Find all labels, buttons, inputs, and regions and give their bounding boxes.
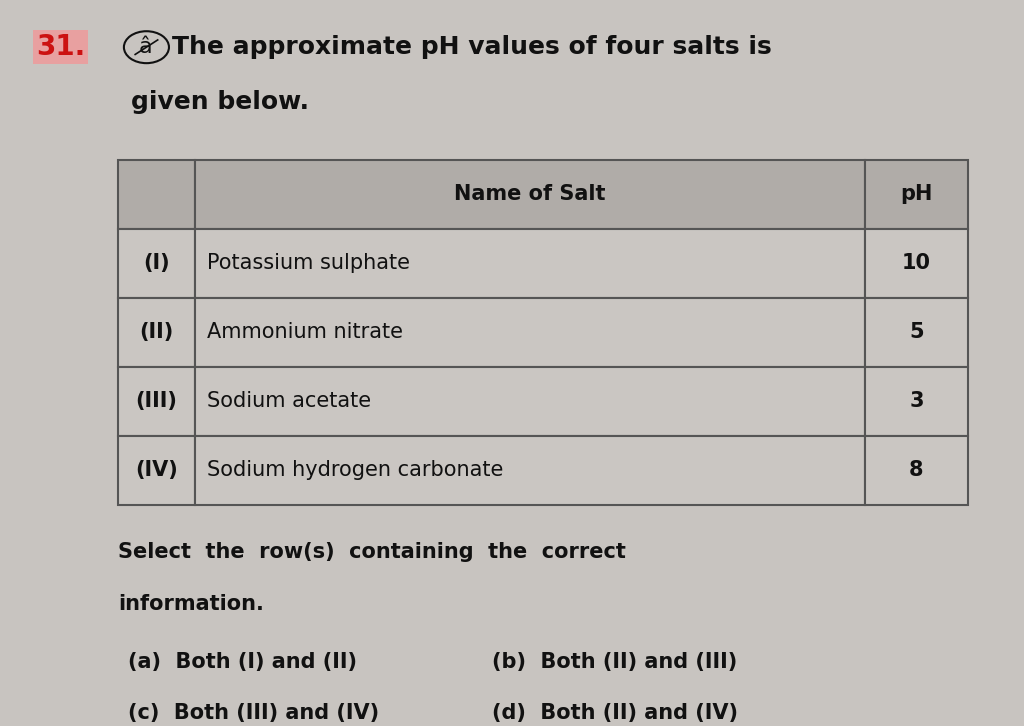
Text: Ammonium nitrate: Ammonium nitrate <box>207 322 402 342</box>
Bar <box>118 367 195 436</box>
Text: Select  the  row(s)  containing  the  correct: Select the row(s) containing the correct <box>118 542 626 562</box>
Text: (III): (III) <box>135 391 177 411</box>
Bar <box>865 367 968 436</box>
Bar <box>865 160 968 229</box>
Bar <box>118 160 195 229</box>
Bar <box>865 229 968 298</box>
Bar <box>195 160 865 229</box>
Text: â: â <box>138 37 152 57</box>
Text: pH: pH <box>900 184 933 204</box>
Text: Sodium hydrogen carbonate: Sodium hydrogen carbonate <box>207 460 503 480</box>
Bar <box>865 298 968 367</box>
Bar <box>865 436 968 505</box>
Bar <box>118 298 195 367</box>
Text: Sodium acetate: Sodium acetate <box>207 391 371 411</box>
Bar <box>118 229 195 298</box>
Text: 31.: 31. <box>36 33 85 61</box>
Text: Name of Salt: Name of Salt <box>455 184 605 204</box>
Bar <box>195 436 865 505</box>
Text: The approximate pH values of four salts is: The approximate pH values of four salts … <box>172 35 772 60</box>
Text: 3: 3 <box>909 391 924 411</box>
Bar <box>118 436 195 505</box>
Bar <box>195 367 865 436</box>
Text: (d)  Both (II) and (IV): (d) Both (II) and (IV) <box>492 703 737 723</box>
Text: 5: 5 <box>909 322 924 342</box>
Text: (b)  Both (II) and (III): (b) Both (II) and (III) <box>492 652 737 672</box>
Text: (IV): (IV) <box>135 460 177 480</box>
Text: 10: 10 <box>902 253 931 273</box>
Text: 8: 8 <box>909 460 924 480</box>
Text: (I): (I) <box>142 253 170 273</box>
Text: information.: information. <box>118 594 263 614</box>
Text: Potassium sulphate: Potassium sulphate <box>207 253 410 273</box>
Text: (a)  Both (I) and (II): (a) Both (I) and (II) <box>128 652 357 672</box>
Text: (II): (II) <box>139 322 173 342</box>
Bar <box>195 229 865 298</box>
Bar <box>195 298 865 367</box>
Text: (c)  Both (III) and (IV): (c) Both (III) and (IV) <box>128 703 379 723</box>
Text: given below.: given below. <box>131 89 309 114</box>
